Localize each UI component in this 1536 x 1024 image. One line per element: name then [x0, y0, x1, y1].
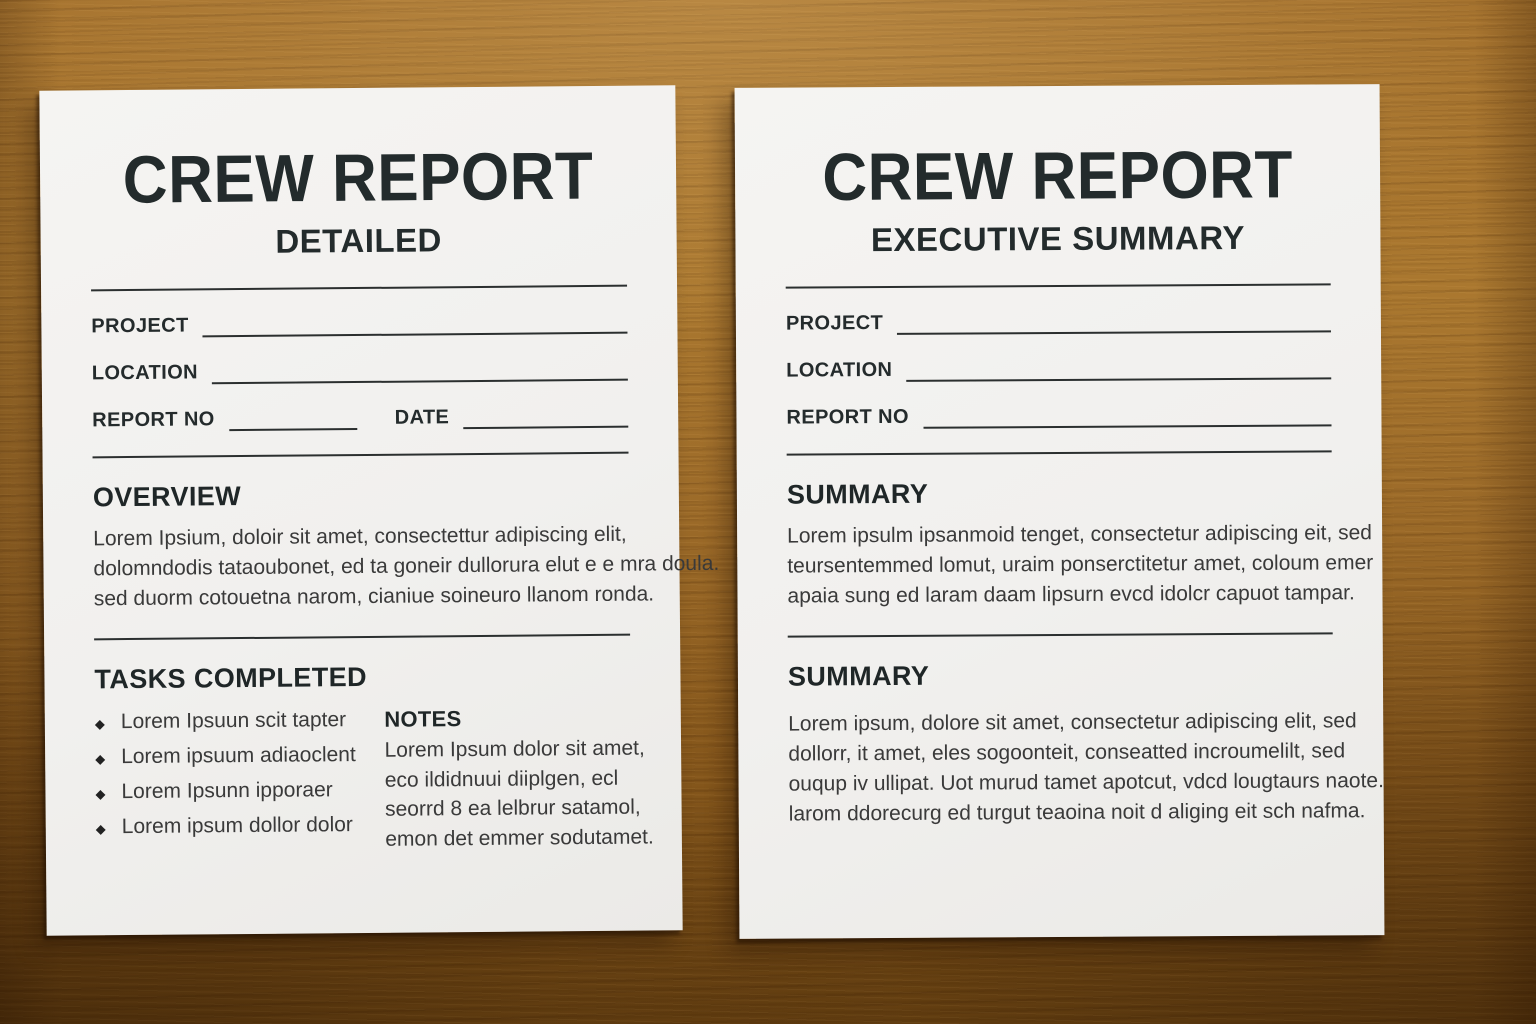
report-no-fill-line: [922, 400, 1332, 429]
notes-heading: NOTES: [384, 706, 462, 732]
report-no-label: REPORT NO: [92, 408, 215, 432]
date-fill-line: [463, 401, 629, 430]
overview-line: dolomndodis tataoubonet, ed ta goneir du…: [93, 551, 720, 581]
overview-line: Lorem Ipsium, doloir sit amet, consectet…: [93, 522, 627, 551]
notes-block: NOTES Lorem Ipsum dolor sit amet, eco il…: [384, 700, 654, 853]
notes-paragraph: Lorem Ipsum dolor sit amet, eco ildidnuu…: [384, 733, 653, 853]
project-label: PROJECT: [785, 312, 884, 335]
project-fill-line: [202, 307, 628, 338]
document-title: CREW REPORT: [822, 137, 1294, 216]
section-divider: [786, 450, 1332, 456]
task-list-item: ◆ Lorem Ipsuun scit tapter: [95, 703, 385, 741]
header-divider: [91, 284, 628, 292]
report-no-date-field-row: REPORT NO DATE: [92, 396, 629, 433]
document-subtitle: DETAILED: [275, 221, 443, 260]
overview-paragraph: Lorem Ipsium, doloir sit amet, consectet…: [93, 520, 720, 615]
task-list-item: ◆ Lorem Ipsunn ipporaer: [95, 773, 385, 811]
project-field-row: PROJECT: [786, 300, 1331, 335]
fields-block: PROJECT LOCATION REPORT NO: [786, 300, 1332, 429]
summary-line: teursentemmed lomut, uraim ponserctitetu…: [787, 551, 1374, 578]
location-fill-line: [906, 353, 1332, 382]
location-label: LOCATION: [91, 361, 199, 385]
overview-heading: OVERVIEW: [92, 481, 242, 513]
summary-paragraph: Lorem ipsulm ipsanmoid tenget, consectet…: [787, 518, 1374, 611]
notes-line: emon det emmer sodutamet.: [385, 824, 654, 851]
location-field-row: LOCATION: [786, 347, 1332, 382]
task-list-item: ◆ Lorem ipsum dollor dolor: [96, 808, 386, 846]
summary-line: apaia sung ed laram daam lipsurn evcd id…: [787, 581, 1355, 608]
report-no-fill-line: [228, 404, 357, 432]
document-title: CREW REPORT: [122, 139, 594, 218]
summary-heading: SUMMARY: [787, 660, 930, 692]
summary-paragraph: Lorem ipsum, dolore sit amet, consectetu…: [788, 706, 1384, 829]
section-divider: [787, 632, 1333, 638]
task-item-label: Lorem Ipsunn ipporaer: [121, 778, 333, 804]
location-field-row: LOCATION: [92, 349, 628, 386]
task-item-label: Lorem Ipsuun scit tapter: [120, 708, 347, 734]
tasks-completed-heading: TASKS COMPLETED: [94, 661, 368, 695]
diamond-bullet-icon: ◆: [94, 716, 105, 732]
project-label: PROJECT: [91, 314, 189, 338]
section-divider: [92, 451, 629, 459]
location-fill-line: [211, 354, 628, 385]
summary-line: larom ddorecurg ed turgut teaoina noit d…: [788, 799, 1366, 826]
summary-line: Lorem ipsum, dolore sit amet, consectetu…: [788, 709, 1357, 736]
project-fill-line: [897, 306, 1331, 335]
notes-line: eco ildidnuui diiplgen, ecl: [384, 766, 619, 792]
task-list-item: ◆ Lorem ipsuum adiaoclent: [95, 738, 385, 776]
tasks-list: ◆ Lorem Ipsuun scit tapter ◆ Lorem ipsuu…: [95, 703, 386, 857]
date-label: DATE: [394, 406, 450, 429]
fields-block: PROJECT LOCATION REPORT NO DATE: [91, 302, 629, 433]
summary-heading: SUMMARY: [786, 478, 929, 510]
diamond-bullet-icon: ◆: [95, 751, 106, 767]
header-divider: [785, 283, 1331, 289]
summary-line: ouqup iv ullipat. Uot murud tamet apotcu…: [788, 769, 1384, 796]
document-subtitle: EXECUTIVE SUMMARY: [870, 218, 1246, 259]
notes-line: seorrd 8 ea lelbrur satamol,: [384, 795, 641, 821]
report-no-label: REPORT NO: [786, 405, 910, 429]
location-label: LOCATION: [786, 358, 893, 382]
overview-line: sed duorm cotouetna narom, cianiue soine…: [93, 582, 655, 611]
notes-line: Lorem Ipsum dolor sit amet,: [384, 736, 645, 762]
project-field-row: PROJECT: [91, 302, 628, 339]
crew-report-executive-summary-document: CREW REPORT EXECUTIVE SUMMARY PROJECT LO…: [734, 84, 1385, 939]
task-item-label: Lorem ipsuum adiaoclent: [121, 743, 356, 769]
task-item-label: Lorem ipsum dollor dolor: [121, 813, 353, 839]
crew-report-detailed-document: CREW REPORT DETAILED PROJECT LOCATION RE…: [39, 85, 720, 936]
summary-line: dollorr, it amet, eles sogoonteit, conse…: [788, 739, 1346, 766]
summary-line: Lorem ipsulm ipsanmoid tenget, consectet…: [787, 521, 1373, 548]
report-no-field-row: REPORT NO: [786, 394, 1332, 429]
diamond-bullet-icon: ◆: [95, 786, 106, 802]
section-divider: [94, 633, 631, 641]
diamond-bullet-icon: ◆: [95, 821, 106, 837]
tasks-notes-columns: ◆ Lorem Ipsuun scit tapter ◆ Lorem ipsuu…: [95, 701, 654, 857]
